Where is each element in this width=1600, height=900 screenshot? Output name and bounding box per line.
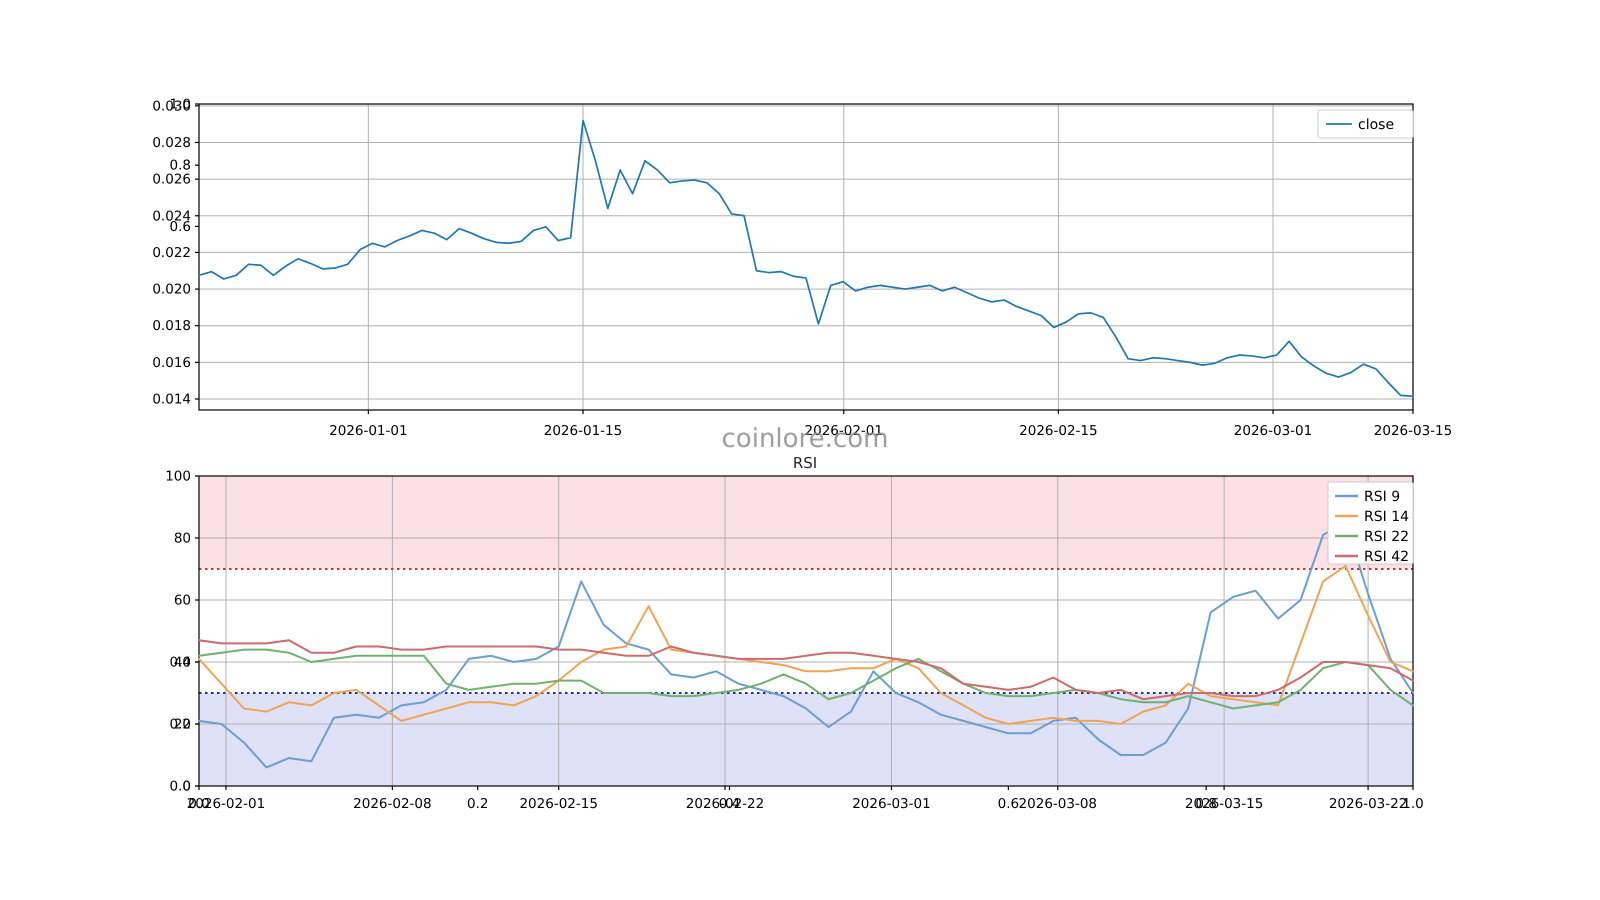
rsi-legend-label-rsi-14: RSI 14 xyxy=(1364,509,1409,525)
price-xtick-label: 2026-03-15 xyxy=(1374,423,1452,439)
price-ytick-label: 0.024 xyxy=(152,208,191,224)
rsi-xtick-label: 2026-03-22 xyxy=(1329,796,1407,812)
rsi-ytick-label: 100 xyxy=(165,469,191,485)
rsi-legend-label-rsi-9: RSI 9 xyxy=(1364,489,1400,505)
price-ytick-label: 0.026 xyxy=(152,172,191,188)
rsi-xtick-label: 2026-02-15 xyxy=(519,796,597,812)
rsi-ytick-label-secondary: 0.0 xyxy=(170,779,191,795)
rsi-ytick-label: 20 xyxy=(174,717,191,733)
price-ytick-label-secondary: 0.6 xyxy=(170,219,191,235)
rsi-ytick-label: 60 xyxy=(174,593,191,609)
rsi-ytick-label: 80 xyxy=(174,531,191,547)
rsi-panel-title: RSI xyxy=(793,454,817,472)
rsi-ytick-label: 40 xyxy=(174,655,191,671)
rsi-overbought-zone xyxy=(199,476,1413,569)
rsi-series-rsi-22 xyxy=(198,648,1414,710)
rsi-xtick-label-secondary: 0.6 xyxy=(998,796,1019,812)
price-ytick-label-secondary: 1.0 xyxy=(170,97,191,113)
rsi-xtick-label-secondary: 0.4 xyxy=(719,796,740,812)
rsi-xtick-label: 2026-03-01 xyxy=(852,796,930,812)
price-ytick-label: 0.020 xyxy=(152,282,191,298)
rsi-xtick-label: 2026-02-01 xyxy=(187,796,265,812)
price-xtick-label: 2026-01-15 xyxy=(544,423,622,439)
price-ytick-label: 0.018 xyxy=(152,318,191,334)
rsi-ytick-label: 0 xyxy=(182,779,191,795)
price-axes-frame xyxy=(198,103,1414,411)
rsi-series-rsi-42 xyxy=(198,639,1414,701)
rsi-xtick-label: 2026-03-08 xyxy=(1019,796,1097,812)
rsi-ytick-label-secondary: 0.2 xyxy=(170,717,191,733)
price-xtick-label: 2026-02-01 xyxy=(805,423,883,439)
price-ytick-label: 0.028 xyxy=(152,135,191,151)
price-ytick-label: 0.022 xyxy=(152,245,191,261)
price-ytick-label: 0.016 xyxy=(152,355,191,371)
price-ytick-label: 0.030 xyxy=(152,98,191,114)
price-series-close xyxy=(198,119,1414,398)
price-xtick-label: 2026-03-01 xyxy=(1234,423,1312,439)
price-ytick-label-secondary: 0.8 xyxy=(170,158,191,174)
price-ytick-label: 0.014 xyxy=(152,392,191,408)
rsi-xtick-label: 2026-02-08 xyxy=(353,796,431,812)
rsi-xtick-label-secondary: 1.0 xyxy=(1402,796,1423,812)
rsi-xtick-label: 2026-03-15 xyxy=(1185,796,1263,812)
price-legend-label-close: close xyxy=(1358,117,1394,133)
rsi-xtick-label-secondary: 0.0 xyxy=(188,796,209,812)
rsi-axes-frame xyxy=(198,475,1414,787)
rsi-series-rsi-14 xyxy=(198,564,1414,725)
rsi-xtick-label: 2026-02-22 xyxy=(686,796,764,812)
rsi-legend-label-rsi-42: RSI 42 xyxy=(1364,549,1409,565)
price-xtick-label: 2026-01-01 xyxy=(329,423,407,439)
watermark: coinlore.com xyxy=(722,424,889,454)
price-legend xyxy=(1317,109,1414,139)
rsi-legend xyxy=(1327,481,1414,565)
rsi-legend-label-rsi-22: RSI 22 xyxy=(1364,529,1409,545)
rsi-xtick-label-secondary: 0.2 xyxy=(467,796,488,812)
price-xtick-label: 2026-02-15 xyxy=(1019,423,1097,439)
rsi-xtick-label-secondary: 0.8 xyxy=(1195,796,1216,812)
rsi-series-rsi-9 xyxy=(198,521,1414,769)
rsi-ytick-label-secondary: 0.4 xyxy=(170,655,191,671)
